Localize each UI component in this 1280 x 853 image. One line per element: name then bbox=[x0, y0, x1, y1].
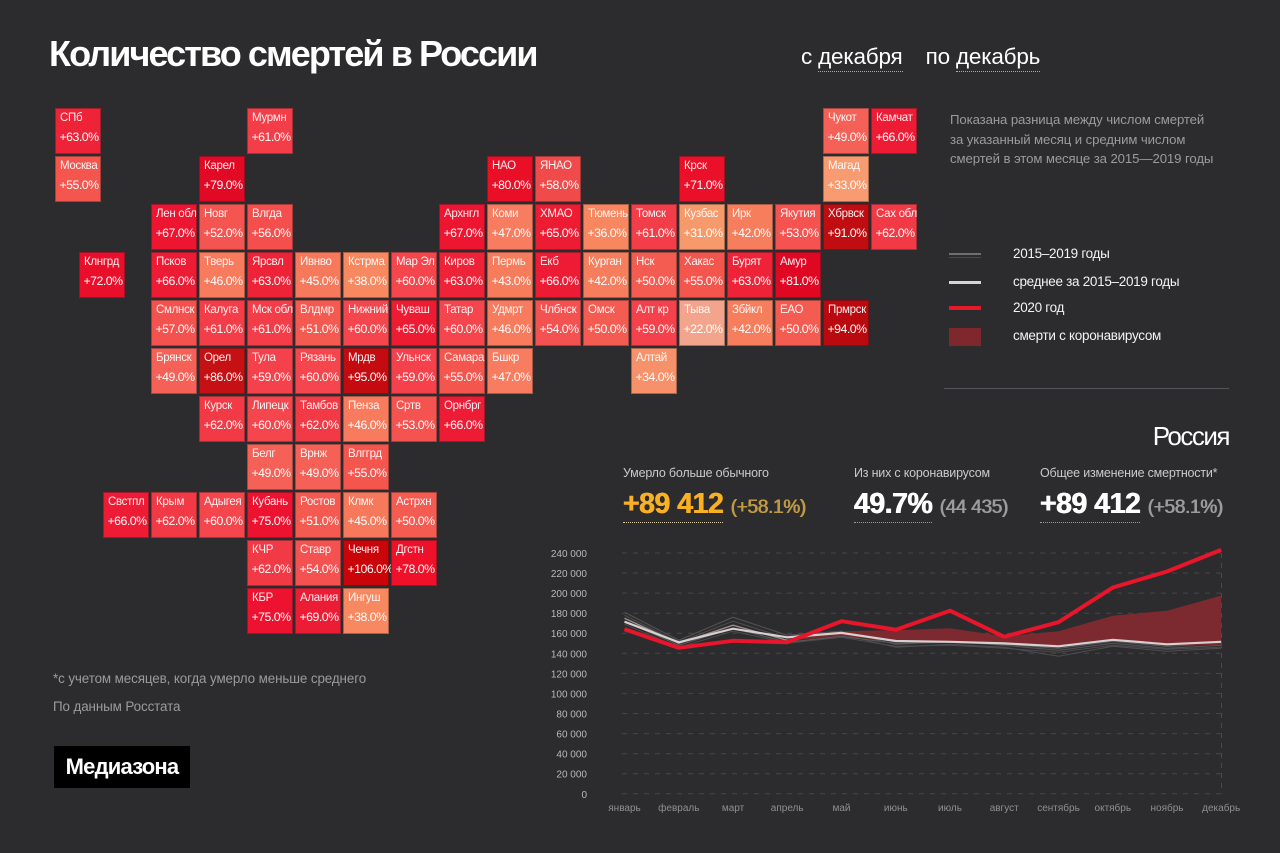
svg-text:80 000: 80 000 bbox=[556, 710, 587, 721]
svg-text:сентябрь: сентябрь bbox=[1037, 802, 1080, 814]
svg-text:200 000: 200 000 bbox=[551, 589, 588, 600]
svg-text:40 000: 40 000 bbox=[556, 750, 587, 761]
svg-text:20 000: 20 000 bbox=[556, 770, 587, 781]
svg-text:декабрь: декабрь bbox=[1202, 802, 1240, 814]
svg-text:120 000: 120 000 bbox=[551, 669, 588, 680]
svg-text:февраль: февраль bbox=[658, 802, 699, 814]
svg-text:август: август bbox=[990, 803, 1019, 814]
svg-text:140 000: 140 000 bbox=[551, 649, 588, 660]
svg-text:ноябрь: ноябрь bbox=[1151, 802, 1184, 814]
svg-text:0: 0 bbox=[581, 790, 587, 801]
svg-text:100 000: 100 000 bbox=[551, 689, 588, 700]
svg-text:май: май bbox=[832, 803, 850, 814]
svg-text:240 000: 240 000 bbox=[551, 549, 588, 560]
svg-text:март: март bbox=[722, 803, 745, 814]
svg-text:160 000: 160 000 bbox=[551, 629, 588, 640]
svg-text:60 000: 60 000 bbox=[556, 730, 587, 741]
svg-text:январь: январь bbox=[608, 803, 640, 814]
svg-text:180 000: 180 000 bbox=[551, 609, 588, 620]
svg-text:апрель: апрель bbox=[771, 803, 804, 814]
svg-text:июнь: июнь bbox=[884, 803, 908, 814]
svg-text:220 000: 220 000 bbox=[551, 569, 588, 580]
svg-text:октябрь: октябрь bbox=[1095, 802, 1132, 814]
svg-text:июль: июль bbox=[938, 803, 962, 814]
